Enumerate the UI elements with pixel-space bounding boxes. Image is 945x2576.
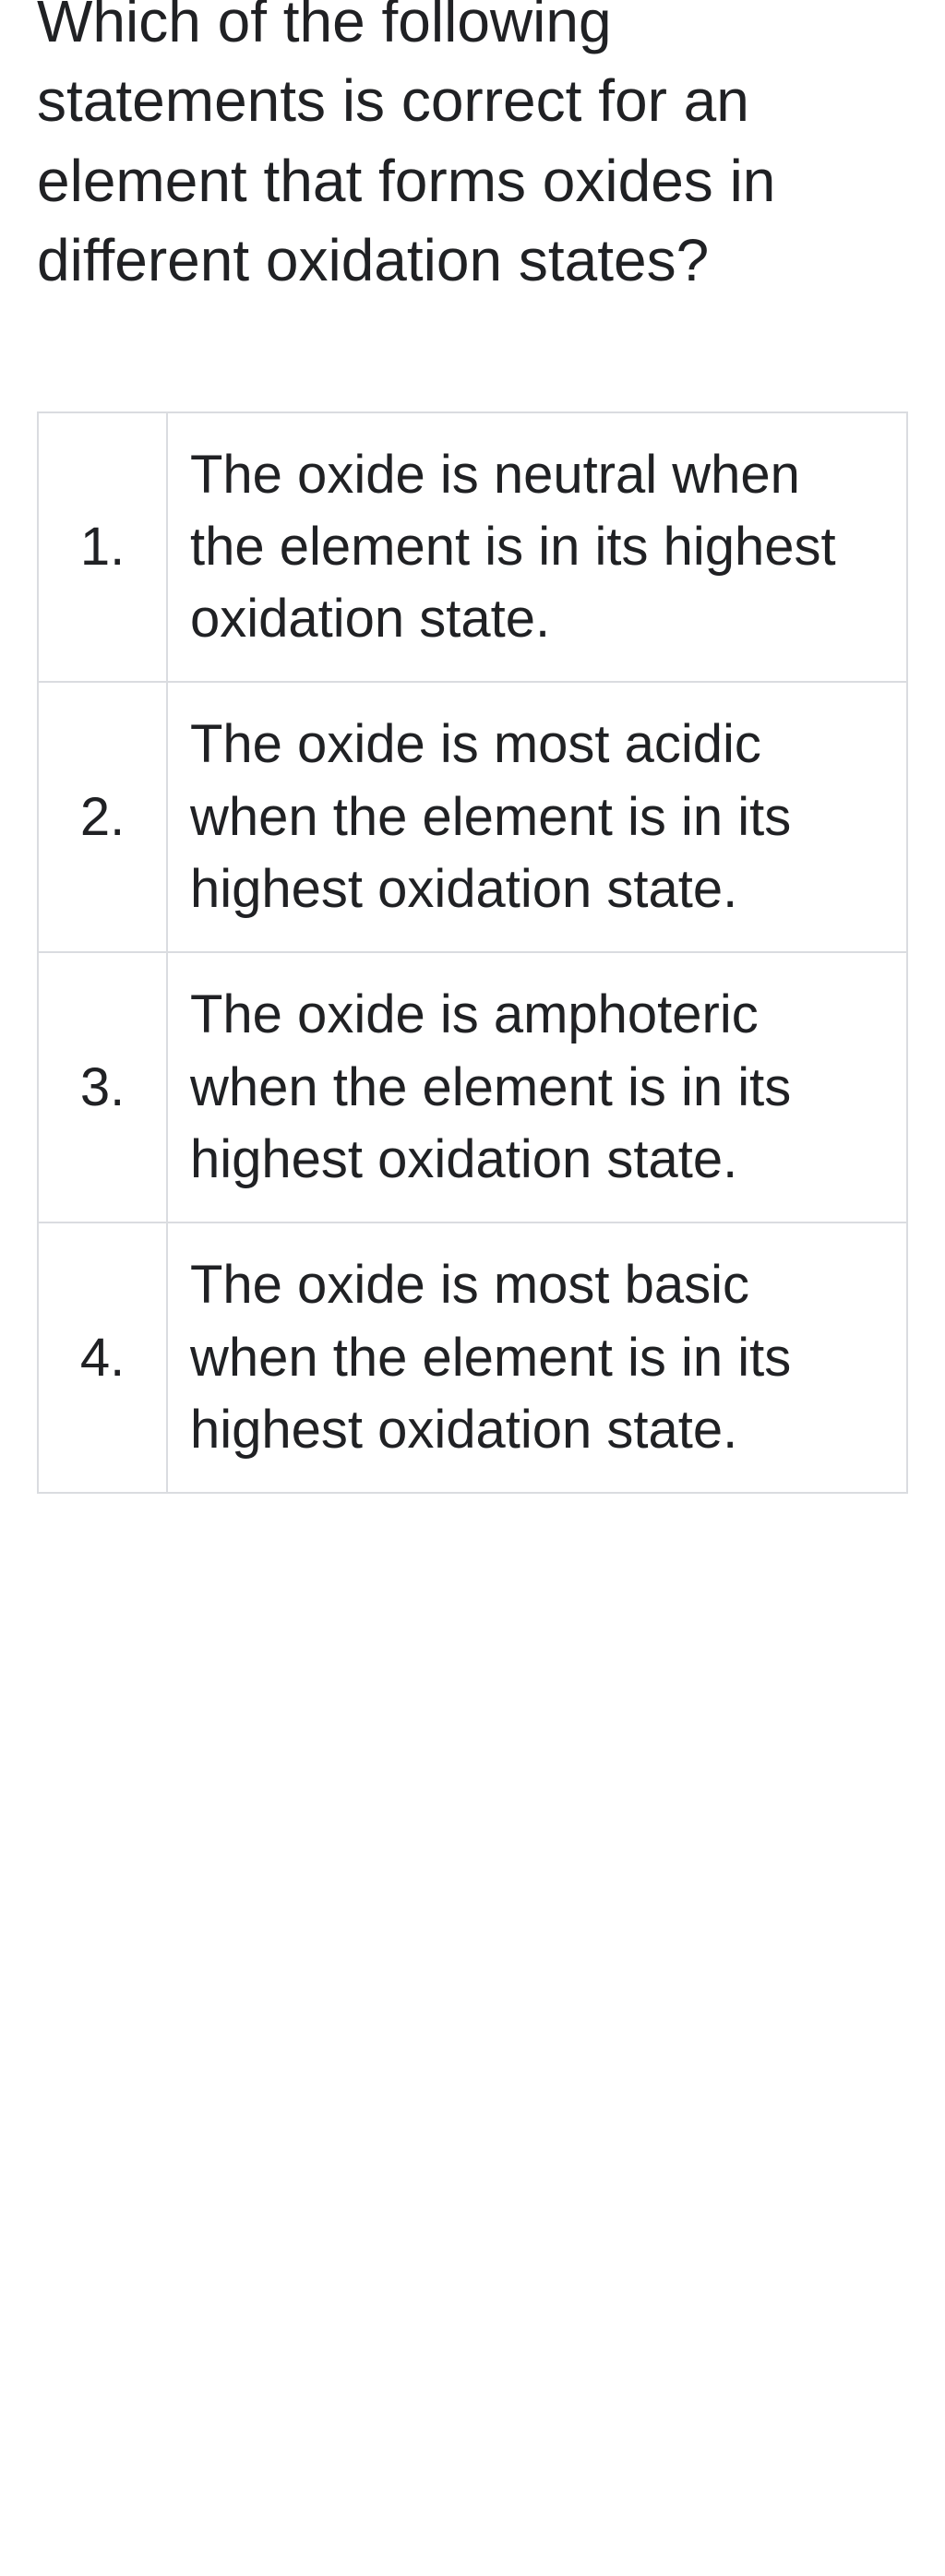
table-row: 1. The oxide is neutral when the element… bbox=[38, 412, 907, 683]
options-table: 1. The oxide is neutral when the element… bbox=[37, 411, 908, 1495]
table-row: 2. The oxide is most acidic when the ele… bbox=[38, 682, 907, 952]
option-number: 2. bbox=[38, 682, 167, 952]
option-number: 1. bbox=[38, 412, 167, 683]
option-text: The oxide is amphoteric when the element… bbox=[167, 952, 907, 1222]
option-number: 3. bbox=[38, 952, 167, 1222]
table-row: 4. The oxide is most basic when the elem… bbox=[38, 1222, 907, 1493]
option-number: 4. bbox=[38, 1222, 167, 1493]
option-text: The oxide is neutral when the element is… bbox=[167, 412, 907, 683]
option-text: The oxide is most acidic when the elemen… bbox=[167, 682, 907, 952]
table-row: 3. The oxide is amphoteric when the elem… bbox=[38, 952, 907, 1222]
option-text: The oxide is most basic when the element… bbox=[167, 1222, 907, 1493]
question-text: Which of the following statements is cor… bbox=[37, 0, 908, 301]
